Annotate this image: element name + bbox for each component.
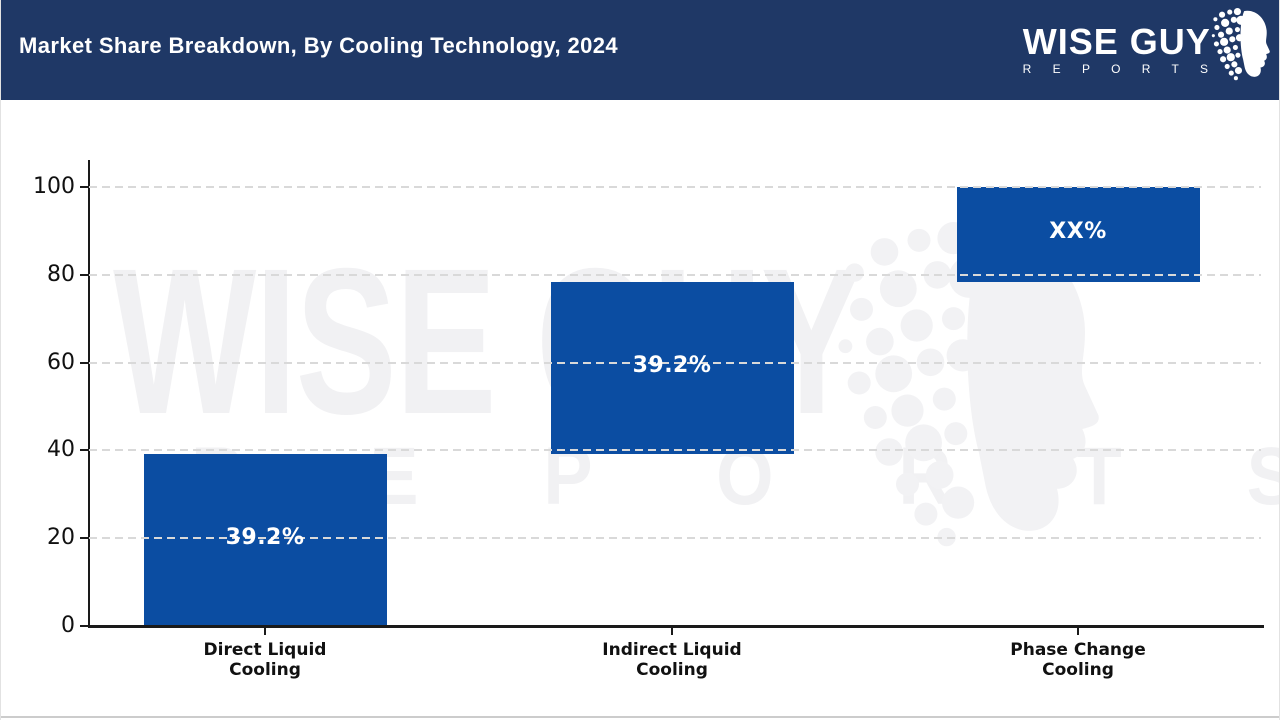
bar-value-label: 39.2%	[632, 352, 712, 378]
y-axis-tick-label: 100	[33, 174, 75, 199]
logo-brand-name: WISE GUY	[1022, 20, 1211, 62]
bar-1	[143, 453, 387, 626]
footer-divider	[1, 716, 1279, 718]
chart-title: Market Share Breakdown, By Cooling Techn…	[19, 33, 619, 58]
x-axis-tick	[264, 628, 266, 635]
y-axis-line	[88, 160, 90, 628]
y-axis-tick	[80, 537, 88, 540]
x-axis-tick	[671, 628, 673, 635]
x-axis-line	[88, 625, 1264, 628]
logo-text: WISE GUY R E P O R T S	[1017, 22, 1217, 77]
bar-3	[956, 187, 1200, 282]
y-axis-tick-label: 40	[47, 437, 75, 463]
bar-2	[550, 281, 794, 454]
bar-value-label: 39.2%	[225, 524, 305, 550]
y-axis-tick-label: 60	[47, 349, 75, 375]
x-axis-category-label: Direct Liquid Cooling	[203, 640, 327, 680]
gridline-40	[89, 449, 1261, 452]
logo-reports-label: R E P O R T S	[1022, 62, 1217, 77]
y-axis-tick-label: 20	[47, 525, 75, 551]
x-axis-category-label: Phase Change Cooling	[1010, 640, 1146, 680]
x-axis-category-label: Indirect Liquid Cooling	[602, 640, 742, 680]
x-axis-tick	[1077, 628, 1079, 635]
logo-head-icon	[1209, 8, 1271, 90]
gridline-60	[89, 361, 1261, 364]
y-axis-tick-label: 80	[47, 261, 75, 287]
bar-value-label: XX%	[1049, 219, 1107, 245]
y-axis-tick	[80, 273, 88, 276]
wise-guy-reports-logo: WISE GUY R E P O R T S	[1017, 8, 1271, 90]
gridline-100	[89, 186, 1261, 188]
y-axis-tick	[80, 449, 88, 452]
gridline-20	[89, 537, 1261, 540]
y-axis-tick	[80, 361, 88, 364]
y-axis-tick	[80, 625, 88, 627]
y-axis-tick-label: 0	[61, 613, 75, 638]
gridline-80	[89, 273, 1261, 276]
y-axis-tick	[80, 186, 88, 188]
header-bar: Market Share Breakdown, By Cooling Techn…	[1, 0, 1279, 100]
plot-area: 0 20 40 60 80 100 39.2% 39.2% XX% Direct Liquid C…	[1, 100, 1279, 720]
